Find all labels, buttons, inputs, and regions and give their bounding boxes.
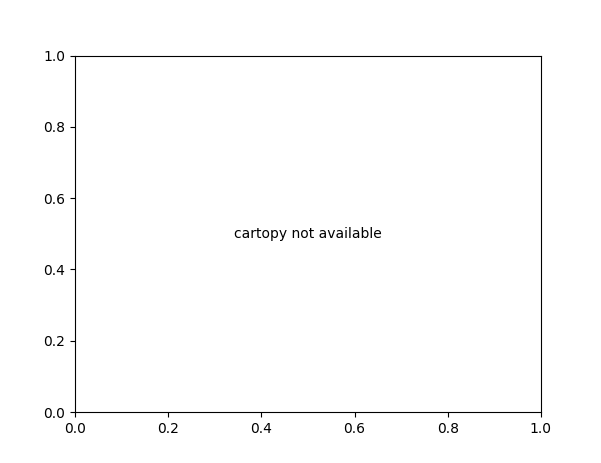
Text: cartopy not available: cartopy not available <box>234 227 382 241</box>
